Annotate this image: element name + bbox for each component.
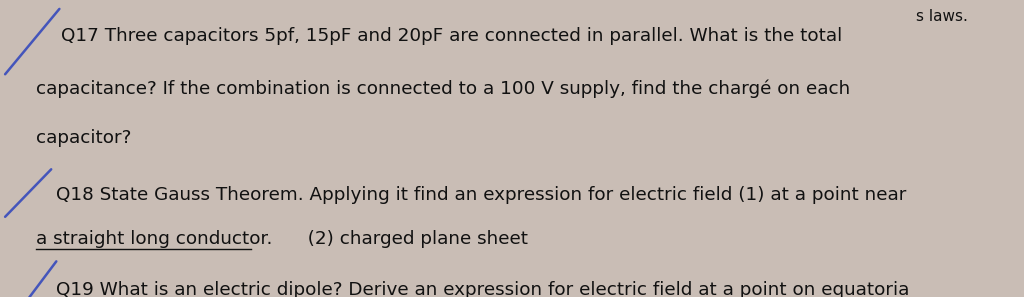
Text: a straight long conductor.      (2) charged plane sheet: a straight long conductor. (2) charged p… [36, 230, 527, 248]
Text: capacitance? If the combination is connected to a 100 V supply, find the chargé : capacitance? If the combination is conne… [36, 80, 850, 98]
Text: capacitor?: capacitor? [36, 129, 131, 147]
Text: Q18 State Gauss Theorem. Applying it find an expression for electric field (1) a: Q18 State Gauss Theorem. Applying it fin… [56, 186, 906, 203]
Text: Q19 What is an electric dipole? Derive an expression for electric field at a poi: Q19 What is an electric dipole? Derive a… [56, 281, 909, 297]
Text: Q17 Three capacitors 5pf, 15pF and 20pF are connected in parallel. What is the t: Q17 Three capacitors 5pf, 15pF and 20pF … [61, 27, 843, 45]
Text: s laws.: s laws. [916, 9, 969, 24]
